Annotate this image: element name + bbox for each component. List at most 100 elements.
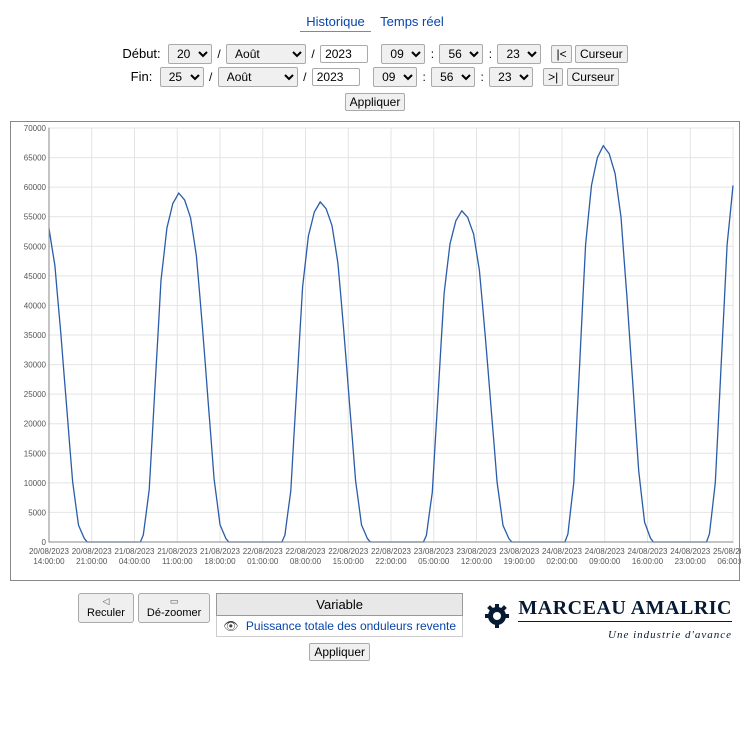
apply-button[interactable]: Appliquer <box>345 93 406 111</box>
svg-text:60000: 60000 <box>24 183 47 192</box>
svg-text:19:00:00: 19:00:00 <box>504 557 536 566</box>
date-controls: Début: 20 / Août / 09 : 56 : 23 |< Curse… <box>8 44 742 111</box>
variable-name: Puissance totale des onduleurs revente <box>246 619 456 633</box>
svg-text:24/08/2023: 24/08/2023 <box>542 547 583 556</box>
svg-text:30000: 30000 <box>24 361 47 370</box>
svg-text:23:00:00: 23:00:00 <box>675 557 707 566</box>
svg-text:21/08/2023: 21/08/2023 <box>157 547 198 556</box>
svg-text:20/08/2023: 20/08/2023 <box>72 547 113 556</box>
svg-text:22/08/2023: 22/08/2023 <box>243 547 284 556</box>
svg-text:55000: 55000 <box>24 213 47 222</box>
svg-text:20000: 20000 <box>24 420 47 429</box>
start-label: Début: <box>122 46 160 61</box>
svg-text:14:00:00: 14:00:00 <box>33 557 65 566</box>
svg-text:06:00:00: 06:00:00 <box>717 557 741 566</box>
start-hour-select[interactable]: 09 <box>381 44 425 64</box>
apply-bottom-button[interactable]: Appliquer <box>309 643 370 661</box>
end-month-select[interactable]: Août <box>218 67 298 87</box>
dezoom-button[interactable]: ▭ Dé-zoomer <box>138 593 210 623</box>
start-year-input[interactable] <box>320 45 368 63</box>
svg-text:22/08/2023: 22/08/2023 <box>328 547 369 556</box>
svg-text:45000: 45000 <box>24 272 47 281</box>
svg-text:20/08/2023: 20/08/2023 <box>29 547 70 556</box>
svg-text:23/08/2023: 23/08/2023 <box>456 547 497 556</box>
svg-text:0: 0 <box>42 538 47 547</box>
zoom-out-icon: ▭ <box>147 597 201 607</box>
svg-text:21/08/2023: 21/08/2023 <box>114 547 155 556</box>
start-month-select[interactable]: Août <box>226 44 306 64</box>
start-sec-select[interactable]: 23 <box>497 44 541 64</box>
svg-text:25000: 25000 <box>24 390 47 399</box>
logo: MARCEAU AMALRIC Une industrie d'avance <box>469 593 732 641</box>
end-year-input[interactable] <box>312 68 360 86</box>
variable-table: Variable 👁 Puissance totale des onduleur… <box>216 593 463 637</box>
svg-text:21/08/2023: 21/08/2023 <box>200 547 241 556</box>
end-row: Fin: 25 / Août / 09 : 56 : 23 >| Curseur <box>8 67 742 87</box>
svg-text:22/08/2023: 22/08/2023 <box>371 547 412 556</box>
svg-text:22/08/2023: 22/08/2023 <box>285 547 326 556</box>
triangle-left-icon: ◁ <box>87 597 125 607</box>
svg-text:16:00:00: 16:00:00 <box>632 557 664 566</box>
svg-text:65000: 65000 <box>24 154 47 163</box>
svg-text:10000: 10000 <box>24 479 47 488</box>
svg-text:23/08/2023: 23/08/2023 <box>414 547 455 556</box>
svg-text:70000: 70000 <box>24 124 47 133</box>
svg-text:5000: 5000 <box>28 508 46 517</box>
back-label: Reculer <box>87 607 125 619</box>
end-label: Fin: <box>131 69 153 84</box>
svg-text:24/08/2023: 24/08/2023 <box>627 547 668 556</box>
svg-text:04:00:00: 04:00:00 <box>119 557 151 566</box>
svg-text:15:00:00: 15:00:00 <box>333 557 365 566</box>
svg-text:25/08/2023: 25/08/2023 <box>713 547 741 556</box>
svg-text:40000: 40000 <box>24 301 47 310</box>
power-line-chart: 0 5000 10000 15000 20000 25000 30000 35000 40000… <box>11 122 741 582</box>
end-sec-select[interactable]: 23 <box>489 67 533 87</box>
cursor-end-button[interactable]: Curseur <box>567 68 620 86</box>
end-day-select[interactable]: 25 <box>160 67 204 87</box>
slash: / <box>217 47 220 61</box>
svg-text:01:00:00: 01:00:00 <box>247 557 279 566</box>
tab-realtime[interactable]: Temps réel <box>374 12 450 31</box>
variable-row[interactable]: 👁 Puissance totale des onduleurs revente <box>217 616 463 637</box>
svg-text:11:00:00: 11:00:00 <box>162 557 193 566</box>
cursor-start-button[interactable]: Curseur <box>575 45 628 63</box>
colon: : <box>489 47 492 61</box>
start-min-select[interactable]: 56 <box>439 44 483 64</box>
svg-text:15000: 15000 <box>24 449 47 458</box>
logo-sub-text: Une industrie d'avance <box>469 629 732 641</box>
svg-text:50000: 50000 <box>24 242 47 251</box>
svg-text:09:00:00: 09:00:00 <box>589 557 621 566</box>
tabs-bar: Historique Temps réel <box>8 12 742 32</box>
svg-text:21:00:00: 21:00:00 <box>76 557 108 566</box>
dezoom-label: Dé-zoomer <box>147 607 201 619</box>
end-min-select[interactable]: 56 <box>431 67 475 87</box>
svg-text:12:00:00: 12:00:00 <box>461 557 493 566</box>
seek-end-button[interactable]: >| <box>543 68 563 86</box>
colon: : <box>422 70 425 84</box>
logo-main-text: MARCEAU AMALRIC <box>518 597 732 622</box>
slash: / <box>311 47 314 61</box>
start-day-select[interactable]: 20 <box>168 44 212 64</box>
svg-text:24/08/2023: 24/08/2023 <box>670 547 711 556</box>
colon: : <box>480 70 483 84</box>
gear-icon <box>479 593 515 629</box>
svg-text:35000: 35000 <box>24 331 47 340</box>
chart-container: 0 5000 10000 15000 20000 25000 30000 35000 40000… <box>10 121 740 581</box>
bottom-bar: ◁ Reculer ▭ Dé-zoomer Variable 👁 Puissan… <box>8 593 742 661</box>
back-button[interactable]: ◁ Reculer <box>78 593 134 623</box>
svg-text:23/08/2023: 23/08/2023 <box>499 547 540 556</box>
svg-text:02:00:00: 02:00:00 <box>546 557 578 566</box>
svg-text:05:00:00: 05:00:00 <box>418 557 450 566</box>
eye-icon: 👁 <box>223 619 238 633</box>
seek-start-button[interactable]: |< <box>551 45 571 63</box>
tab-history[interactable]: Historique <box>300 12 371 32</box>
svg-text:18:00:00: 18:00:00 <box>204 557 236 566</box>
slash: / <box>303 70 306 84</box>
variable-header: Variable <box>217 594 463 616</box>
svg-text:08:00:00: 08:00:00 <box>290 557 322 566</box>
svg-text:24/08/2023: 24/08/2023 <box>585 547 626 556</box>
svg-text:22:00:00: 22:00:00 <box>375 557 407 566</box>
slash: / <box>209 70 212 84</box>
end-hour-select[interactable]: 09 <box>373 67 417 87</box>
start-row: Début: 20 / Août / 09 : 56 : 23 |< Curse… <box>8 44 742 64</box>
